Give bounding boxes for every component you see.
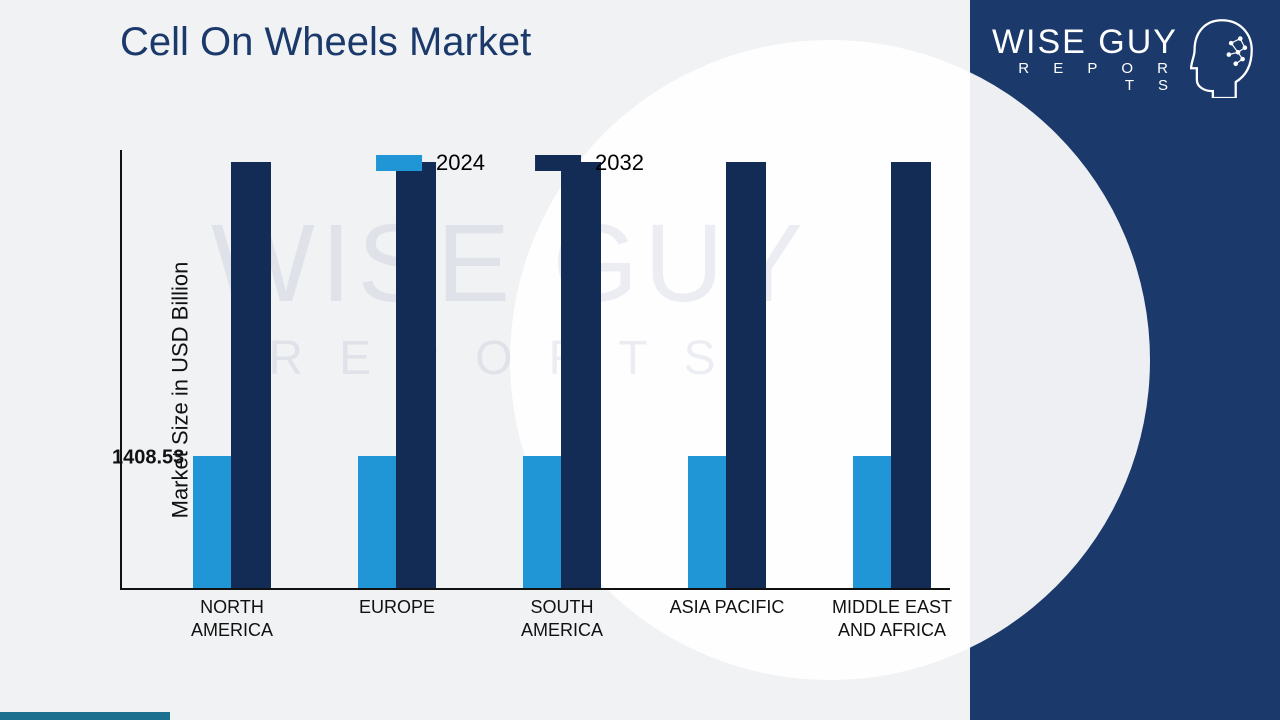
legend-swatch-2032 — [535, 155, 581, 171]
bottom-accent-band — [0, 712, 170, 720]
bar-2024 — [523, 456, 563, 588]
bar-2024 — [358, 456, 398, 588]
brand-logo: WISE GUY R E P O R T S — [988, 18, 1258, 98]
legend-item-2024: 2024 — [376, 150, 485, 176]
page-title: Cell On Wheels Market — [120, 20, 531, 65]
legend-label-2024: 2024 — [436, 150, 485, 176]
bar-group — [822, 162, 962, 588]
legend-swatch-2024 — [376, 155, 422, 171]
bar-2032 — [891, 162, 931, 588]
bar-group — [162, 162, 302, 588]
bar-2024 — [688, 456, 728, 588]
bar-group — [327, 162, 467, 588]
bar-2032 — [396, 162, 436, 588]
category-label: MIDDLE EAST AND AFRICA — [822, 596, 962, 641]
category-label: EUROPE — [327, 596, 467, 619]
bar-2032 — [726, 162, 766, 588]
plot-area: NORTH AMERICAEUROPESOUTH AMERICAASIA PAC… — [120, 150, 950, 590]
chart-legend: 2024 2032 — [376, 150, 644, 176]
category-label: NORTH AMERICA — [162, 596, 302, 641]
y-tick-label: 1408.53 — [112, 447, 184, 470]
bar-group — [492, 162, 632, 588]
bar-2024 — [853, 456, 893, 588]
legend-item-2032: 2032 — [535, 150, 644, 176]
logo-line-2: R E P O R T S — [988, 60, 1178, 94]
logo-line-1: WISE GUY — [988, 23, 1178, 62]
legend-label-2032: 2032 — [595, 150, 644, 176]
category-label: ASIA PACIFIC — [657, 596, 797, 619]
bar-2024 — [193, 456, 233, 588]
logo-head-icon — [1186, 18, 1258, 98]
bar-2032 — [231, 162, 271, 588]
bar-chart: Market Size in USD Billion 2024 2032 NOR… — [60, 150, 960, 630]
bar-group — [657, 162, 797, 588]
bar-2032 — [561, 162, 601, 588]
category-label: SOUTH AMERICA — [492, 596, 632, 641]
